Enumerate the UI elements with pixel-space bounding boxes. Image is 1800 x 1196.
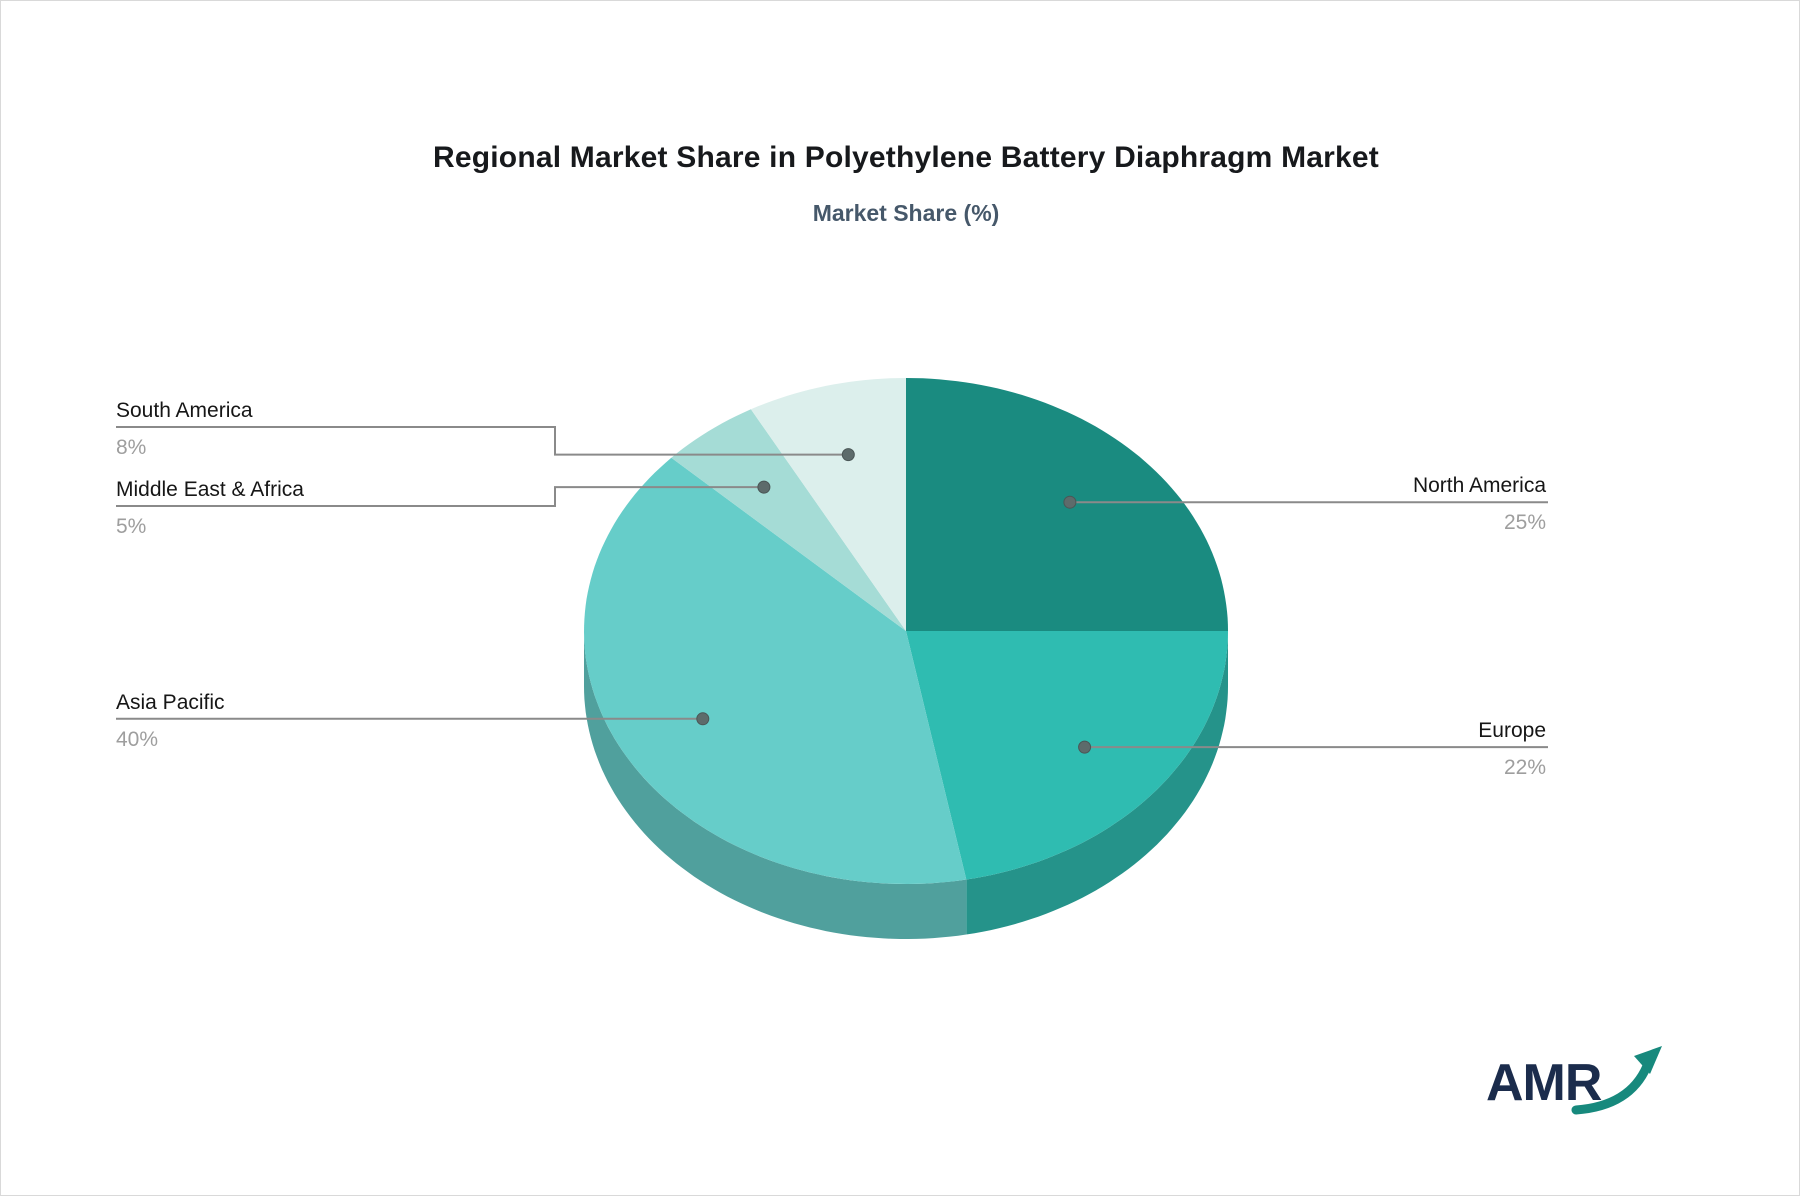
pie-slice-asia-pacific[interactable] — [584, 457, 967, 884]
slice-label-north-america: North America — [1412, 474, 1546, 498]
pie-slice-europe[interactable] — [906, 631, 1228, 880]
slice-value-north-america: 25% — [1503, 511, 1546, 535]
pie-rim-asia-pacific — [584, 631, 967, 939]
slice-value-middle-east-and-africa: 5% — [116, 515, 147, 538]
amr-logo-arrowhead-icon — [1634, 1046, 1662, 1074]
slice-label-europe: Europe — [1478, 719, 1546, 743]
slice-value-asia-pacific: 40% — [116, 727, 159, 751]
pie-slice-south-america[interactable] — [750, 378, 906, 631]
connector-line-south-america — [116, 426, 849, 456]
slice-label-south-america: South America — [116, 399, 253, 422]
slice-label-asia-pacific: Asia Pacific — [116, 690, 225, 714]
connector-dot-europe — [1078, 740, 1092, 754]
connector-dot-middle-east-and-africa — [757, 480, 771, 494]
slice-value-south-america: 8% — [116, 436, 147, 459]
amr-logo: AMR — [1486, 1046, 1662, 1115]
pie-slice-middle-east-and-africa[interactable] — [671, 409, 906, 631]
pie-rim-europe — [966, 631, 1228, 935]
chart-subtitle: Market Share (%) — [812, 200, 1000, 226]
connector-line-middle-east-and-africa — [116, 486, 764, 507]
slice-label-middle-east-and-africa: Middle East & Africa — [116, 478, 304, 501]
chart-title: Regional Market Share in Polyethylene Ba… — [432, 141, 1380, 174]
connector-dot-asia-pacific — [696, 712, 710, 726]
amr-logo-arrow-icon — [1571, 1061, 1652, 1115]
slice-value-europe: 22% — [1503, 756, 1546, 780]
connector-dot-south-america — [841, 448, 855, 462]
amr-logo-text: AMR — [1486, 1054, 1602, 1112]
connector-dot-north-america — [1063, 495, 1077, 509]
